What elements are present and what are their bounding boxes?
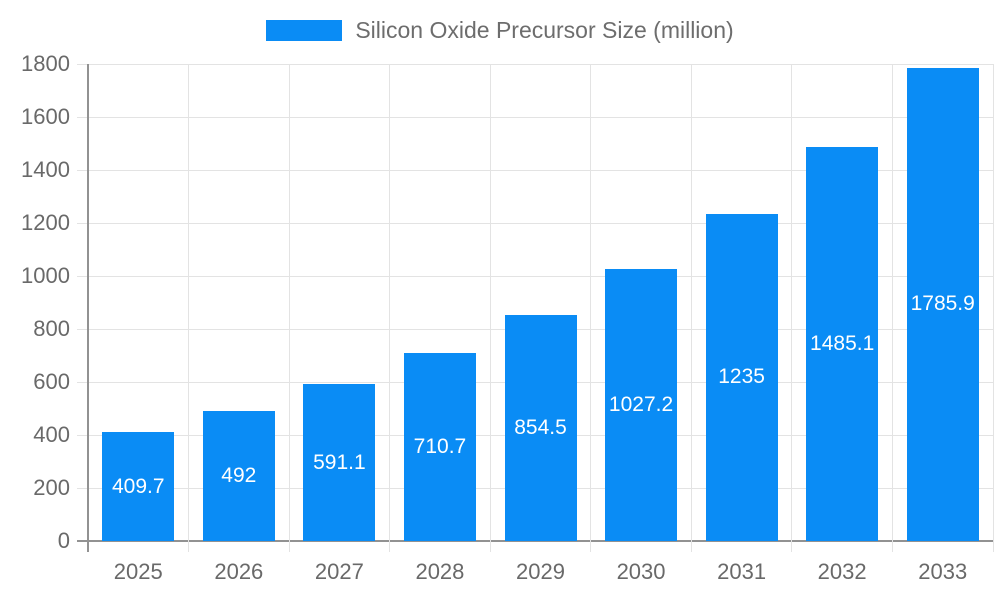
bar[interactable]: 1027.2 bbox=[605, 268, 678, 541]
y-axis-tick-label: 800 bbox=[33, 316, 70, 341]
v-gridline bbox=[590, 64, 592, 552]
bar[interactable]: 710.7 bbox=[403, 352, 476, 541]
v-gridline bbox=[87, 64, 89, 552]
x-axis-tick-label: 2030 bbox=[616, 559, 666, 584]
h-gridline bbox=[77, 116, 993, 118]
bar[interactable]: 591.1 bbox=[303, 384, 376, 541]
v-gridline bbox=[891, 64, 893, 552]
v-gridline bbox=[288, 64, 290, 552]
chart-legend: Silicon Oxide Precursor Size (million) bbox=[0, 17, 1000, 44]
y-axis-tick-label: 1600 bbox=[21, 104, 70, 129]
y-axis-tick-label: 1000 bbox=[21, 263, 70, 288]
x-axis-tick-label: 2033 bbox=[918, 559, 968, 584]
h-gridline bbox=[77, 169, 993, 171]
legend-item[interactable]: Silicon Oxide Precursor Size (million) bbox=[266, 17, 734, 44]
bar-value-label: 409.7 bbox=[111, 474, 165, 498]
x-axis-tick-label: 2031 bbox=[717, 559, 767, 584]
y-axis-tick-label: 400 bbox=[33, 422, 70, 447]
x-axis-tick-label: 2027 bbox=[314, 559, 364, 584]
y-axis-tick-label: 1800 bbox=[21, 51, 70, 76]
bar[interactable]: 1485.1 bbox=[806, 147, 879, 541]
legend-series-label: Silicon Oxide Precursor Size (million) bbox=[355, 17, 734, 43]
h-gridline bbox=[77, 540, 993, 542]
y-axis-tick-label: 200 bbox=[33, 475, 70, 500]
v-gridline bbox=[992, 64, 994, 552]
x-axis-tick-label: 2029 bbox=[516, 559, 565, 584]
y-axis-tick-label: 0 bbox=[57, 528, 70, 553]
y-axis-tick-label: 600 bbox=[33, 369, 70, 394]
bar-value-label: 1027.2 bbox=[608, 392, 674, 416]
y-axis-tick-label: 1400 bbox=[21, 157, 70, 182]
x-axis-tick-label: 2028 bbox=[415, 559, 465, 584]
x-axis-tick-label: 2032 bbox=[817, 559, 867, 584]
h-gridline bbox=[77, 63, 993, 65]
y-axis-tick-label: 1200 bbox=[21, 210, 70, 235]
bar-value-label: 854.5 bbox=[514, 415, 567, 439]
x-axis-tick-label: 2025 bbox=[113, 559, 163, 584]
v-gridline bbox=[489, 64, 491, 552]
v-gridline bbox=[188, 64, 190, 552]
h-gridline bbox=[77, 275, 993, 277]
bar[interactable]: 854.5 bbox=[504, 314, 577, 541]
v-gridline bbox=[791, 64, 793, 552]
bar-value-label: 1485.1 bbox=[810, 332, 875, 356]
bar[interactable]: 492 bbox=[202, 410, 275, 541]
bar[interactable]: 1235 bbox=[705, 213, 778, 541]
v-gridline bbox=[389, 64, 391, 552]
legend-color-swatch bbox=[266, 20, 343, 41]
bar-value-label: 591.1 bbox=[313, 450, 366, 474]
v-gridline bbox=[690, 64, 692, 552]
x-axis-tick-label: 2026 bbox=[214, 559, 264, 584]
bar-value-label: 1785.9 bbox=[910, 292, 975, 316]
bar[interactable]: 1785.9 bbox=[906, 67, 979, 541]
bar-value-label: 1235 bbox=[718, 365, 765, 389]
bar-value-label: 710.7 bbox=[413, 434, 467, 458]
bar[interactable]: 409.7 bbox=[102, 432, 175, 541]
h-gridline bbox=[77, 222, 993, 224]
bar-value-label: 492 bbox=[221, 463, 257, 487]
